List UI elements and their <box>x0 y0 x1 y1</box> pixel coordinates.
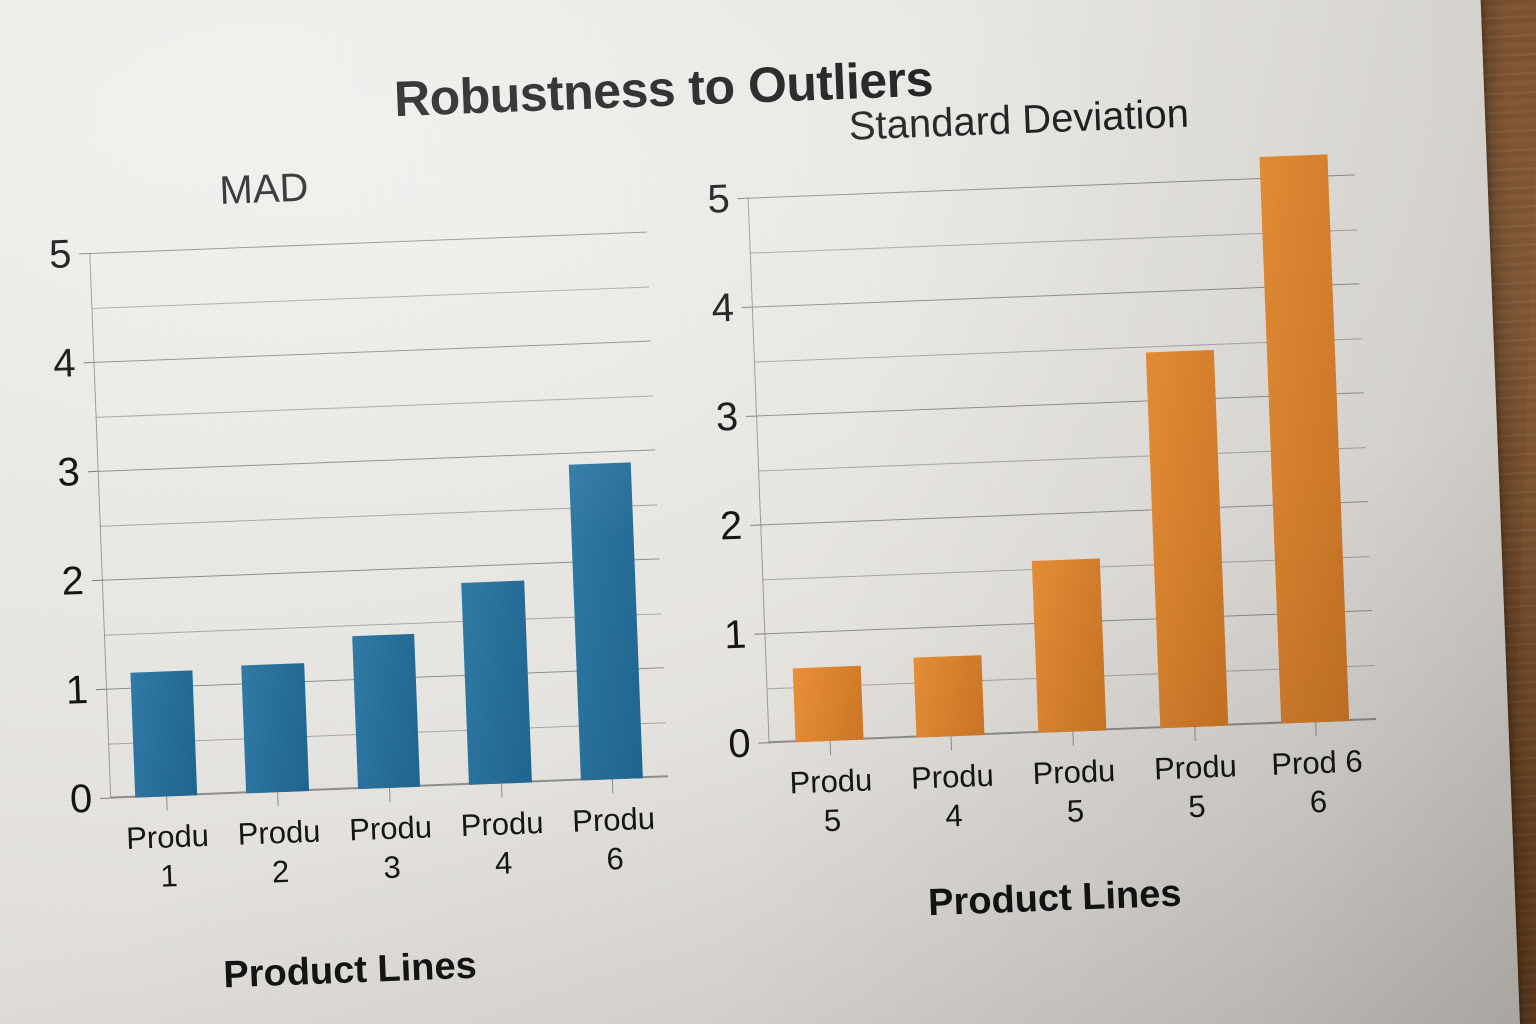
photo-scene: Robustness to Outliers MAD 012345Produ1P… <box>0 0 1536 1024</box>
paper-vignette <box>0 0 1523 1024</box>
paper-sheet: Robustness to Outliers MAD 012345Produ1P… <box>0 0 1522 1024</box>
